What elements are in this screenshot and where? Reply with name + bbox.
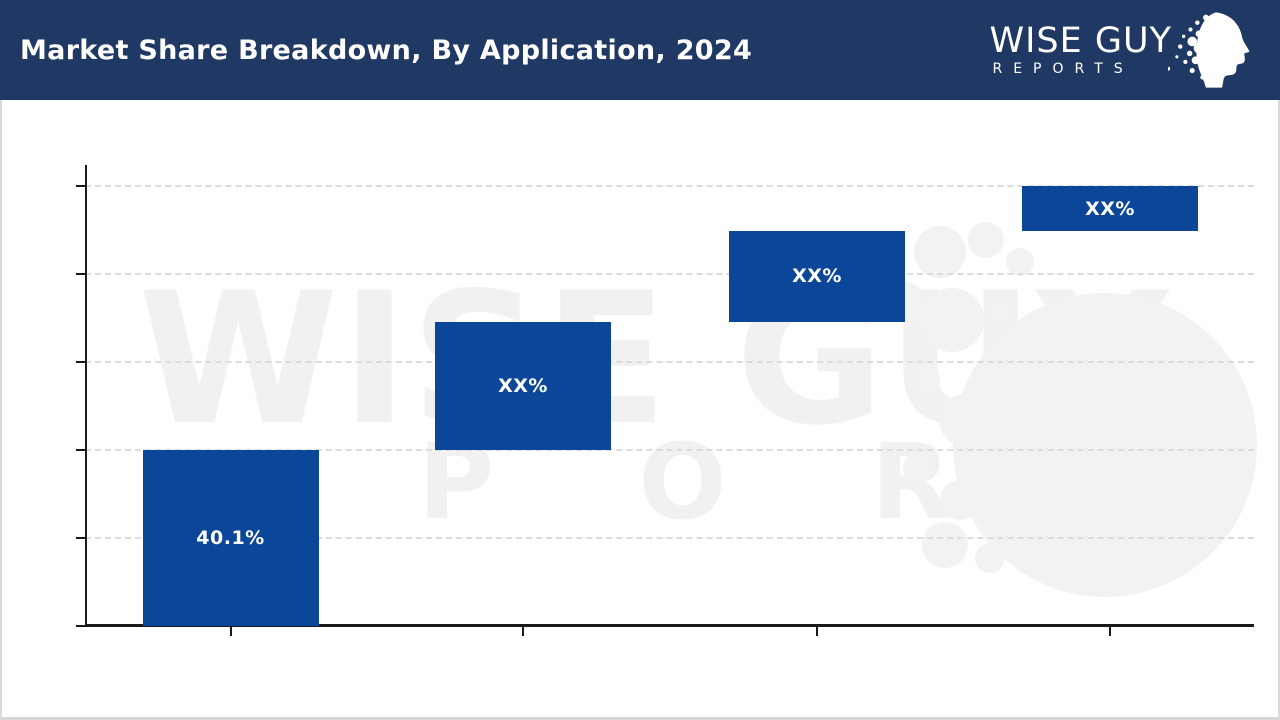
bar-segment: XX% [435,321,611,450]
x-tick-mark [229,627,232,636]
y-tick-mark [76,273,85,275]
logo-subtitle: REPORTS [992,60,1134,77]
x-tick-mark [1109,627,1111,636]
watermark-head-icon [885,222,1257,597]
header-bar: Market Share Breakdown, By Application, … [0,0,1280,100]
bar-segment: XX% [729,231,905,322]
x-tick-mark [522,627,524,636]
y-axis-line [85,165,87,626]
gridline-60 [85,361,1254,363]
y-tick-mark [76,185,85,187]
gridline-100 [85,185,1254,187]
y-tick-mark [76,537,85,539]
bar-value-label: XX% [792,265,842,288]
bar-value-label: XX% [498,374,548,397]
page-title: Market Share Breakdown, By Application, … [20,34,753,66]
logo-head-icon [1168,12,1250,88]
bar-segment: 40.1% [142,449,319,626]
x-axis-line [85,624,1254,627]
y-tick-mark [76,625,85,627]
wise-guy-reports-logo: WISE GUY REPORTS [989,9,1254,91]
logo-wordmark: WISE GUY [989,20,1172,61]
y-tick-mark [76,449,85,451]
bar-value-label: XX% [1085,197,1135,220]
bar-segment: XX% [1022,186,1198,232]
gridline-20 [85,537,1254,539]
gridline-80 [85,273,1254,275]
gridline-40 [85,449,1254,451]
bar-value-label: 40.1% [196,526,265,549]
x-tick-mark [816,627,818,636]
y-tick-mark [76,361,85,363]
